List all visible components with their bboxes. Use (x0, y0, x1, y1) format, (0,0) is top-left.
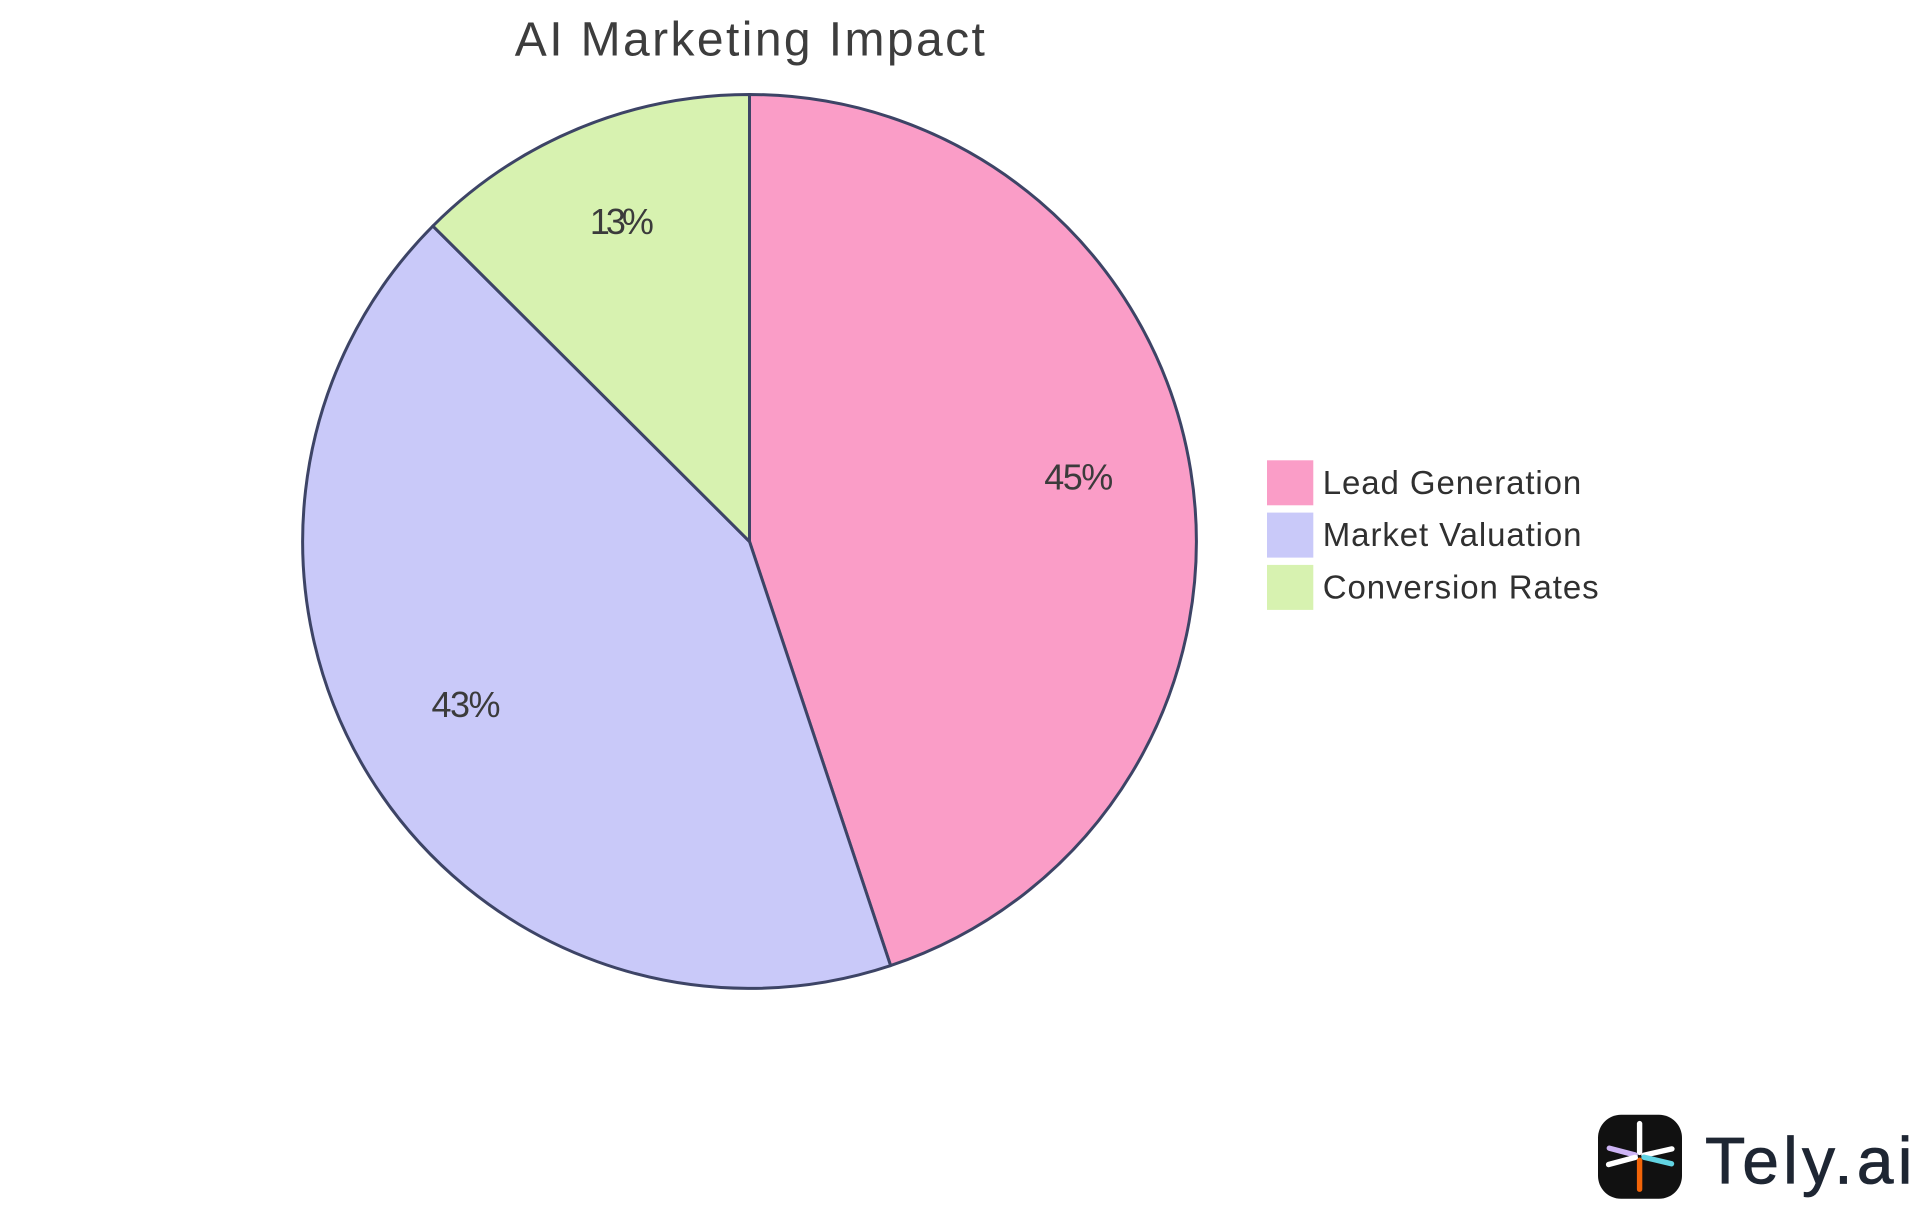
svg-text:Conversion Rates: Conversion Rates (1323, 568, 1600, 605)
svg-text:43%: 43% (432, 684, 501, 725)
svg-text:13%: 13% (590, 201, 654, 242)
svg-text:Market Valuation: Market Valuation (1323, 516, 1583, 553)
svg-text:45%: 45% (1044, 457, 1113, 498)
svg-text:AI Marketing Impact: AI Marketing Impact (515, 14, 987, 67)
svg-text:Tely.ai: Tely.ai (1705, 1123, 1917, 1197)
svg-text:Lead Generation: Lead Generation (1323, 464, 1582, 501)
